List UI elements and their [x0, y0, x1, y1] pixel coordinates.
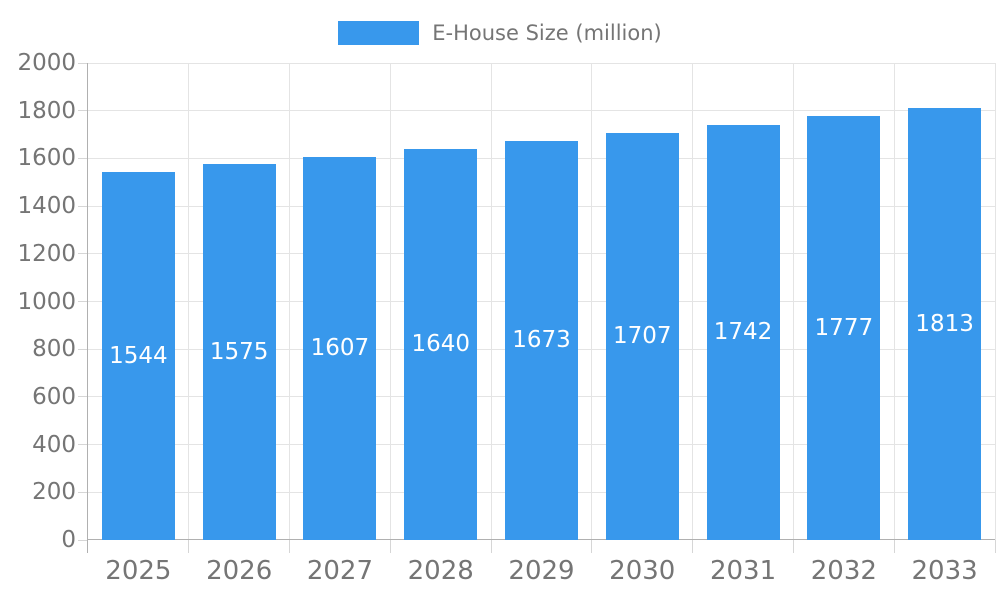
x-tick-label: 2031 [709, 556, 777, 586]
bar-value-label: 1742 [713, 319, 773, 346]
bar-value-label: 1575 [209, 339, 269, 366]
y-axis-tick [78, 110, 88, 112]
bar: 1673 [505, 140, 578, 540]
x-gridline [591, 63, 593, 540]
y-axis-tick [78, 491, 88, 493]
y-tick-label: 1600 [17, 145, 76, 172]
y-tick-label: 1200 [17, 240, 76, 267]
bar: 1777 [807, 116, 881, 540]
x-axis-tick [188, 540, 190, 553]
x-gridline [692, 63, 694, 540]
y-axis-tick [78, 301, 88, 302]
y-axis-tick [78, 539, 88, 541]
bar: 1607 [303, 156, 377, 540]
legend[interactable]: E-House Size (million) [0, 20, 1000, 46]
x-axis-tick [792, 540, 794, 553]
plot-area: 0 200 400 600 800 1000 1200 1400 1600 1800 2000 154… [17, 50, 996, 586]
x-tick-label: 2025 [105, 556, 172, 586]
x-tick-label: 2030 [609, 556, 676, 586]
bar-value-label: 1673 [512, 327, 571, 354]
y-axis-tick [78, 396, 88, 398]
x-axis-tick [692, 540, 694, 553]
bar: 1544 [101, 171, 175, 540]
x-tick-label: 2029 [508, 556, 575, 586]
x-axis-tick [389, 540, 391, 553]
x-tick-label: 2032 [810, 556, 877, 586]
x-axis-tick [994, 540, 996, 553]
x-gridline [994, 63, 996, 540]
y-tick-label: 1000 [17, 288, 76, 315]
bar: 1575 [202, 164, 276, 540]
x-axis-tick [893, 540, 895, 553]
y-axis-tick [78, 62, 88, 64]
bar: 1813 [908, 107, 982, 540]
bar-value-label: 1607 [310, 335, 370, 362]
y-axis-tick [78, 157, 88, 159]
y-tick-label: 1400 [17, 193, 76, 220]
legend-swatch [338, 21, 420, 45]
x-axis-tick [490, 540, 492, 553]
y-tick-label: 1800 [17, 97, 76, 124]
bar: 1640 [404, 148, 478, 540]
y-tick-label: 800 [32, 336, 76, 363]
bar-value-label: 1640 [411, 331, 470, 358]
x-tick-label: 2028 [407, 556, 474, 586]
bar-value-label: 1707 [612, 323, 672, 350]
x-axis-tick [591, 540, 593, 553]
y-tick-label: 400 [32, 431, 76, 458]
y-axis-tick [78, 253, 88, 255]
x-tick-label: 2026 [206, 556, 273, 586]
x-gridline [792, 63, 794, 540]
x-gridline [893, 63, 895, 540]
x-gridline [188, 63, 190, 540]
y-tick-label: 600 [32, 383, 76, 410]
bar: 1707 [605, 132, 679, 540]
x-tick-label: 2033 [911, 556, 978, 586]
y-tick-label: 200 [32, 479, 76, 506]
bar-value-label: 1777 [814, 315, 874, 342]
y-tick-label: 0 [61, 527, 76, 553]
y-axis-tick [78, 444, 88, 446]
bar-value-label: 1544 [109, 342, 168, 369]
bar-value-label: 1813 [915, 310, 974, 337]
x-axis-tick [289, 540, 291, 553]
y-gridline [88, 62, 995, 64]
y-axis-tick [78, 348, 88, 350]
legend-label: E-House Size (million) [432, 21, 662, 45]
y-gridline [88, 110, 995, 112]
x-gridline [389, 63, 391, 540]
bar: 1742 [706, 124, 780, 540]
x-tick-label: 2027 [306, 556, 374, 586]
y-tick-label: 2000 [17, 50, 76, 76]
x-gridline [289, 63, 291, 540]
y-axis-line [87, 63, 88, 553]
y-axis-tick [78, 205, 88, 207]
x-gridline [490, 63, 492, 540]
